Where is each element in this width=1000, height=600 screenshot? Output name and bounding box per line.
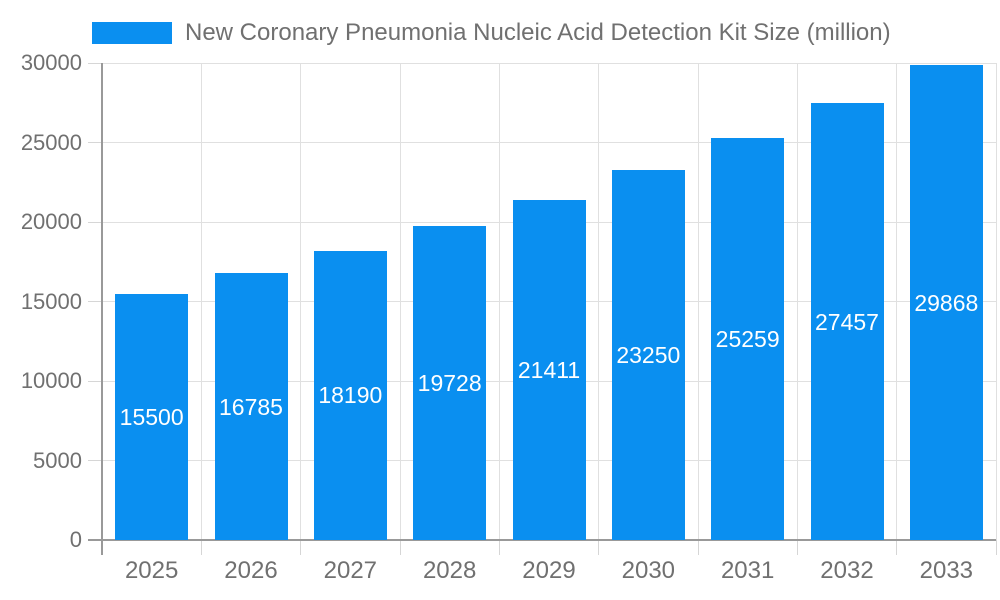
x-gridline	[796, 63, 798, 540]
bar-2029[interactable]	[512, 199, 586, 540]
y-axis-tick	[88, 142, 102, 143]
y-axis-tick	[88, 460, 102, 461]
x-axis-label-2029: 2029	[522, 557, 576, 584]
bar-2030[interactable]	[611, 170, 685, 540]
y-axis-line	[101, 63, 103, 555]
legend-swatch	[92, 22, 172, 44]
x-axis-label-2027: 2027	[323, 557, 378, 584]
x-axis-label-2033: 2033	[919, 557, 974, 584]
x-axis-line	[88, 539, 996, 541]
x-gridline	[300, 63, 302, 540]
x-gridline	[498, 63, 500, 540]
y-axis-tick-label: 20000	[20, 209, 82, 234]
x-axis-tick	[598, 540, 600, 555]
bar-value-label-2026: 16785	[219, 393, 283, 420]
y-axis-tick-label: 30000	[20, 50, 82, 75]
y-axis-tick	[88, 62, 102, 64]
bar-2031[interactable]	[711, 138, 785, 540]
y-axis-tick	[88, 301, 102, 302]
y-axis-tick-label: 10000	[20, 368, 82, 393]
bar-2027[interactable]	[313, 250, 387, 540]
x-gridline	[995, 63, 997, 540]
bar-value-label-2025: 15500	[119, 403, 184, 430]
x-axis-label-2030: 2030	[621, 557, 676, 584]
x-axis-label-2025: 2025	[124, 557, 179, 584]
y-axis-tick	[88, 380, 102, 382]
bar-2028[interactable]	[413, 226, 487, 540]
bar-value-label-2029: 21411	[517, 356, 581, 383]
x-axis-tick	[896, 540, 898, 555]
y-axis-tick-label: 5000	[33, 447, 82, 473]
x-axis-label-2032: 2032	[820, 557, 874, 584]
x-axis-tick	[300, 540, 302, 555]
x-axis-tick	[796, 540, 798, 555]
bar-value-label-2033: 29868	[914, 289, 979, 316]
bar-2032[interactable]	[810, 103, 884, 540]
x-axis-tick	[399, 540, 401, 555]
y-axis-tick-label: 0	[69, 527, 82, 552]
x-gridline	[200, 63, 202, 540]
x-axis-tick	[697, 540, 699, 555]
x-axis-label-2026: 2026	[224, 557, 278, 584]
x-gridline	[896, 63, 898, 540]
y-axis-tick-label: 15000	[20, 288, 82, 314]
bar-value-label-2027: 18190	[318, 382, 383, 409]
x-axis-tick	[498, 540, 500, 555]
bar-2026[interactable]	[214, 273, 288, 540]
x-axis-tick	[200, 540, 202, 555]
x-axis-label-2031: 2031	[720, 557, 775, 584]
bar-value-label-2032: 27457	[815, 308, 879, 335]
legend-item[interactable]: New Coronary Pneumonia Nucleic Acid Dete…	[92, 19, 891, 47]
y-axis-tick-label: 25000	[20, 129, 82, 155]
bar-2033[interactable]	[909, 65, 983, 540]
legend-label: New Coronary Pneumonia Nucleic Acid Dete…	[185, 19, 891, 46]
bar-2025[interactable]	[115, 293, 189, 540]
x-axis-tick	[995, 540, 997, 555]
x-gridline	[598, 63, 600, 540]
x-gridline	[399, 63, 401, 540]
bar-value-label-2031: 25259	[715, 326, 780, 353]
x-gridline	[697, 63, 699, 540]
bar-value-label-2030: 23250	[616, 342, 681, 369]
y-axis-tick	[88, 221, 102, 223]
y-gridline	[102, 62, 996, 64]
y-gridline	[102, 142, 996, 143]
bar-value-label-2028: 19728	[417, 370, 482, 397]
x-axis-label-2028: 2028	[422, 557, 477, 584]
